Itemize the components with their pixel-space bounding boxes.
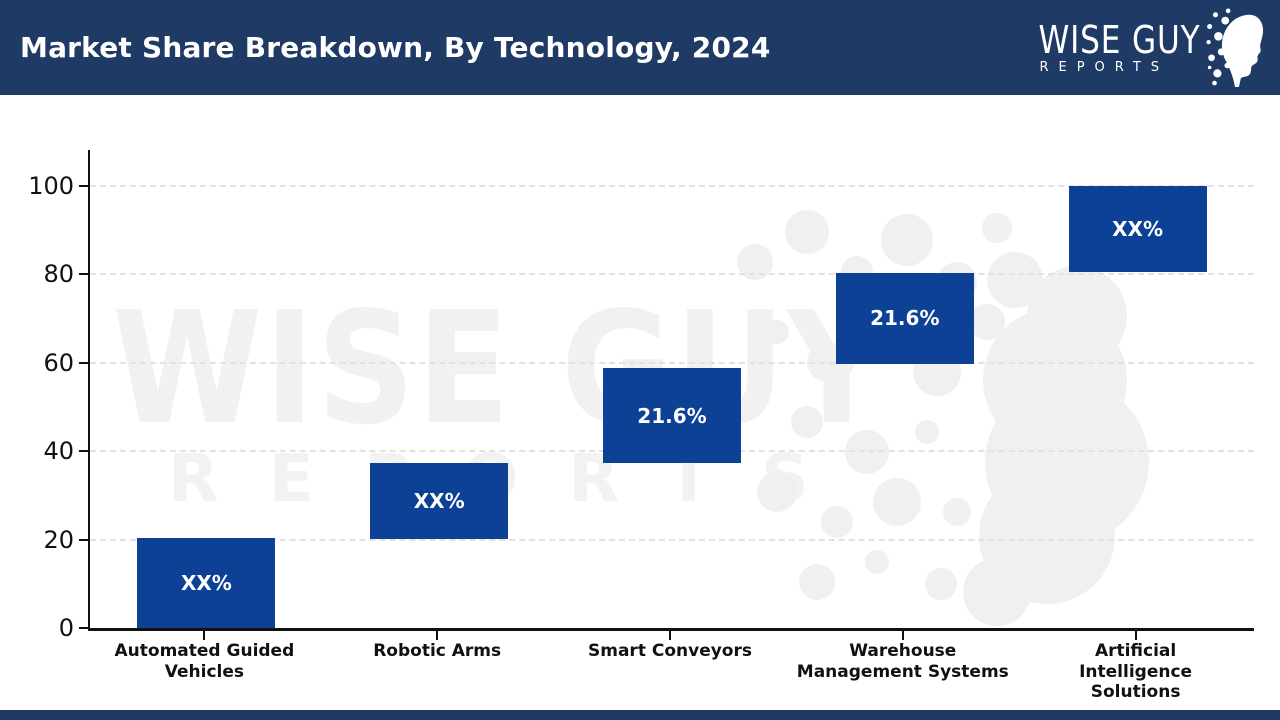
bar-value-label: XX% [413,489,465,514]
footer-bar [0,710,1280,720]
bar-artificial-intelligence-solutions: XX% [1068,186,1207,272]
watermark-wordmark: WISE GUY [112,278,888,459]
brand-wordmark: WISE GUY REPORTS [1003,21,1200,74]
y-tick-mark [79,627,88,629]
bar-smart-conveyors: 21.6% [603,368,741,464]
x-tick-mark [436,631,439,640]
y-tick-label: 20 [43,525,74,554]
x-tick-mark [901,631,904,640]
bar-value-label: XX% [180,571,232,596]
gridline-y100 [90,185,1254,187]
y-tick-label: 0 [58,614,74,642]
gridline-y60 [90,361,1254,364]
bar-value-label: 21.6% [637,403,707,428]
x-tick-label: Automated Guided Vehicles [114,641,295,682]
y-tick-mark [79,273,88,276]
x-tick-label: Warehouse Management Systems [796,641,1009,682]
brand-name: WISE GUY [1038,18,1200,62]
brand-logo: WISE GUY REPORTS [1003,7,1266,89]
x-tick-mark [203,631,206,640]
y-tick-label: 40 [43,437,74,466]
brand-subname: REPORTS [1039,60,1170,75]
x-tick-label: Artificial Intelligence Solutions [1079,641,1193,703]
gridline-y20 [90,538,1254,541]
header: Market Share Breakdown, By Technology, 2… [0,0,1280,95]
watermark-head-icon [737,210,1149,626]
head-profile-icon [1206,8,1264,87]
chart-area: XX% XX% 21.6% 21.6% XX% [88,150,1254,631]
bar-robotic-arms: XX% [370,463,509,540]
y-tick-mark [79,450,88,453]
bar-value-label: XX% [1112,217,1164,242]
x-tick-mark [1134,631,1137,640]
y-tick-label: 80 [43,260,74,289]
x-tick-mark [669,631,671,640]
gridline-y80 [90,273,1254,276]
bar-value-label: 21.6% [870,306,940,331]
y-tick-mark [79,185,88,187]
x-tick-label: Robotic Arms [373,641,502,661]
y-tick-mark [79,538,88,541]
y-tick-label: 60 [43,348,74,377]
bar-warehouse-management-systems: 21.6% [835,272,974,365]
y-tick-label: 100 [28,172,74,200]
page-title: Market Share Breakdown, By Technology, 2… [20,31,771,64]
y-tick-mark [79,361,88,364]
x-tick-label: Smart Conveyors [588,641,752,661]
bar-automated-guided-vehicles: XX% [137,538,276,628]
